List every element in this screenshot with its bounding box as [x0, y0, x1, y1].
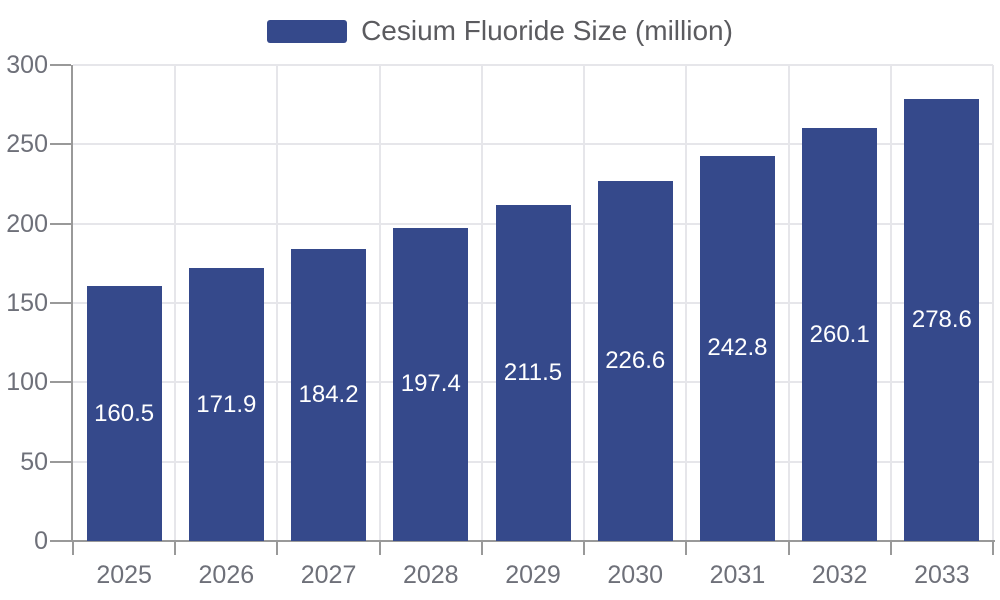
x-axis-tick-label: 2032 — [811, 561, 868, 589]
x-axis-tick-label: 2031 — [709, 561, 766, 589]
x-axis-tick — [72, 541, 74, 555]
y-axis-tick — [50, 143, 71, 146]
bar-2031[interactable] — [699, 155, 775, 541]
x-axis-line — [71, 540, 995, 542]
bar-value-label: 278.6 — [911, 305, 972, 333]
y-axis-line — [71, 65, 73, 541]
gridline — [174, 65, 177, 541]
x-axis-tick-label: 2028 — [402, 561, 459, 589]
y-axis-tick-label: 100 — [6, 368, 48, 397]
x-axis-tick — [992, 541, 994, 555]
bar-2028[interactable] — [393, 227, 469, 541]
gridline — [378, 65, 381, 541]
gridline — [992, 65, 994, 541]
x-axis-tick — [787, 541, 790, 555]
x-axis-tick-label: 2025 — [96, 561, 152, 589]
gridline — [583, 65, 586, 541]
gridline — [889, 65, 892, 541]
x-axis-tick — [276, 541, 279, 555]
x-axis-tick — [174, 541, 177, 555]
legend-swatch — [267, 19, 348, 43]
bar-value-label: 197.4 — [400, 370, 461, 398]
y-axis-tick — [50, 302, 71, 304]
x-axis-tick — [378, 541, 381, 555]
x-axis-tick-label: 2026 — [198, 561, 255, 589]
gridline — [73, 143, 993, 146]
y-axis-tick-label: 150 — [6, 289, 48, 317]
bar-value-label: 184.2 — [298, 380, 359, 408]
legend-item[interactable]: Cesium Fluoride Size (million) — [267, 17, 733, 45]
bar-value-label: 171.9 — [196, 390, 257, 418]
y-axis-tick-label: 200 — [6, 209, 48, 238]
y-axis-tick — [50, 381, 71, 384]
y-axis-tick-label: 300 — [6, 51, 48, 79]
y-axis-tick — [50, 460, 71, 463]
bar-2030[interactable] — [597, 181, 673, 541]
y-axis-tick — [50, 64, 71, 66]
plot-area: 0 50 100 150 200 250 300 2025 2026 2027 2028 2029 20… — [6, 51, 995, 589]
y-axis-tick-label: 50 — [20, 447, 48, 476]
gridline — [787, 65, 790, 541]
x-axis-tick — [685, 541, 688, 555]
bar-2025[interactable] — [86, 286, 162, 541]
gridline — [276, 65, 279, 541]
y-axis-tick — [50, 540, 71, 542]
x-axis-tick — [889, 541, 892, 555]
bar-2032[interactable] — [802, 128, 878, 541]
x-axis-tick — [480, 541, 483, 555]
bar-2033[interactable] — [904, 98, 980, 541]
x-axis-tick-label: 2027 — [300, 561, 357, 589]
bar-value-label: 160.5 — [94, 399, 155, 427]
legend: Cesium Fluoride Size (million) — [0, 17, 1000, 45]
bar-2026[interactable] — [188, 268, 264, 541]
gridline — [685, 65, 688, 541]
bar-value-label: 260.1 — [809, 320, 870, 348]
bar-value-label: 226.6 — [605, 347, 666, 375]
bar-value-label: 211.5 — [503, 359, 563, 387]
y-axis-tick — [50, 222, 71, 225]
gridline — [480, 65, 483, 541]
bar-2029[interactable] — [495, 205, 571, 541]
x-axis-tick-label: 2030 — [607, 561, 664, 589]
x-axis-tick — [583, 541, 586, 555]
bar-value-label: 242.8 — [707, 334, 768, 362]
y-axis-tick-label: 250 — [6, 130, 48, 159]
y-axis-tick-label: 0 — [34, 527, 48, 555]
legend-label: Cesium Fluoride Size (million) — [361, 15, 733, 46]
gridline — [73, 64, 993, 66]
x-axis-tick-label: 2029 — [505, 561, 561, 589]
x-axis-tick-label: 2033 — [914, 561, 970, 589]
bar-2027[interactable] — [291, 248, 367, 541]
